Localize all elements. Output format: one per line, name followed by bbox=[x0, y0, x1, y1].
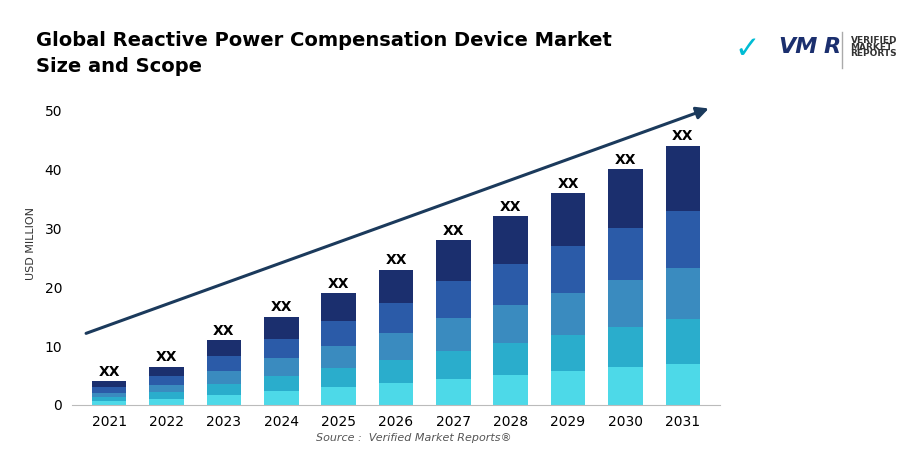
Bar bbox=[92, 397, 127, 401]
Text: REPORTS: REPORTS bbox=[850, 50, 897, 58]
Bar bbox=[665, 146, 700, 211]
Bar bbox=[207, 356, 241, 371]
Bar bbox=[493, 216, 528, 264]
Bar bbox=[379, 360, 413, 383]
Text: XX: XX bbox=[328, 277, 349, 291]
Text: XX: XX bbox=[443, 224, 464, 238]
Bar bbox=[608, 228, 643, 280]
Text: XX: XX bbox=[385, 253, 407, 267]
Bar bbox=[92, 387, 127, 392]
Bar bbox=[608, 280, 643, 327]
Bar bbox=[149, 399, 184, 405]
Bar bbox=[207, 383, 241, 395]
Bar bbox=[321, 321, 356, 346]
Bar bbox=[551, 371, 585, 405]
Bar bbox=[436, 378, 471, 405]
Bar bbox=[92, 401, 127, 405]
Bar bbox=[665, 211, 700, 268]
Bar bbox=[321, 346, 356, 368]
Text: XX: XX bbox=[271, 300, 292, 314]
Text: XX: XX bbox=[557, 176, 579, 190]
Bar bbox=[321, 293, 356, 321]
Bar bbox=[92, 382, 127, 387]
Text: VM: VM bbox=[778, 37, 818, 57]
Bar bbox=[379, 270, 413, 303]
Bar bbox=[551, 335, 585, 371]
Bar bbox=[665, 268, 700, 320]
Bar bbox=[92, 392, 127, 397]
Bar bbox=[608, 367, 643, 405]
Bar bbox=[551, 246, 585, 292]
Bar bbox=[608, 169, 643, 228]
Bar bbox=[665, 320, 700, 364]
Bar bbox=[436, 351, 471, 378]
Text: XX: XX bbox=[98, 365, 120, 379]
Bar bbox=[149, 392, 184, 399]
Bar bbox=[264, 317, 299, 339]
Bar bbox=[321, 368, 356, 387]
Text: Source :  Verified Market Reports®: Source : Verified Market Reports® bbox=[316, 433, 512, 443]
Bar bbox=[665, 364, 700, 405]
Bar bbox=[264, 391, 299, 405]
Bar bbox=[149, 376, 184, 385]
Text: ✓: ✓ bbox=[734, 35, 760, 64]
Bar bbox=[551, 292, 585, 335]
Bar bbox=[493, 343, 528, 375]
Bar bbox=[551, 193, 585, 246]
Text: XX: XX bbox=[213, 324, 235, 338]
Text: R: R bbox=[824, 37, 841, 57]
Text: Global Reactive Power Compensation Device Market
Size and Scope: Global Reactive Power Compensation Devic… bbox=[36, 32, 612, 76]
Bar bbox=[436, 240, 471, 281]
Bar bbox=[379, 333, 413, 360]
Bar bbox=[207, 340, 241, 356]
Bar bbox=[493, 375, 528, 405]
Bar bbox=[321, 387, 356, 405]
Bar bbox=[264, 358, 299, 376]
Text: VERIFIED: VERIFIED bbox=[850, 36, 897, 45]
Bar bbox=[493, 305, 528, 343]
Y-axis label: USD MILLION: USD MILLION bbox=[26, 207, 36, 279]
Text: XX: XX bbox=[615, 153, 636, 167]
Bar bbox=[379, 383, 413, 405]
Bar bbox=[493, 264, 528, 305]
Bar bbox=[264, 376, 299, 391]
Bar bbox=[436, 318, 471, 351]
Bar bbox=[207, 395, 241, 405]
Bar bbox=[149, 385, 184, 392]
Bar bbox=[608, 327, 643, 367]
Bar bbox=[436, 281, 471, 318]
Text: MARKET: MARKET bbox=[850, 43, 893, 52]
Bar bbox=[149, 367, 184, 376]
Bar bbox=[264, 339, 299, 358]
Bar bbox=[379, 303, 413, 333]
Text: XX: XX bbox=[500, 200, 521, 214]
Bar bbox=[207, 371, 241, 383]
Text: XX: XX bbox=[156, 351, 177, 364]
Text: XX: XX bbox=[672, 130, 694, 144]
